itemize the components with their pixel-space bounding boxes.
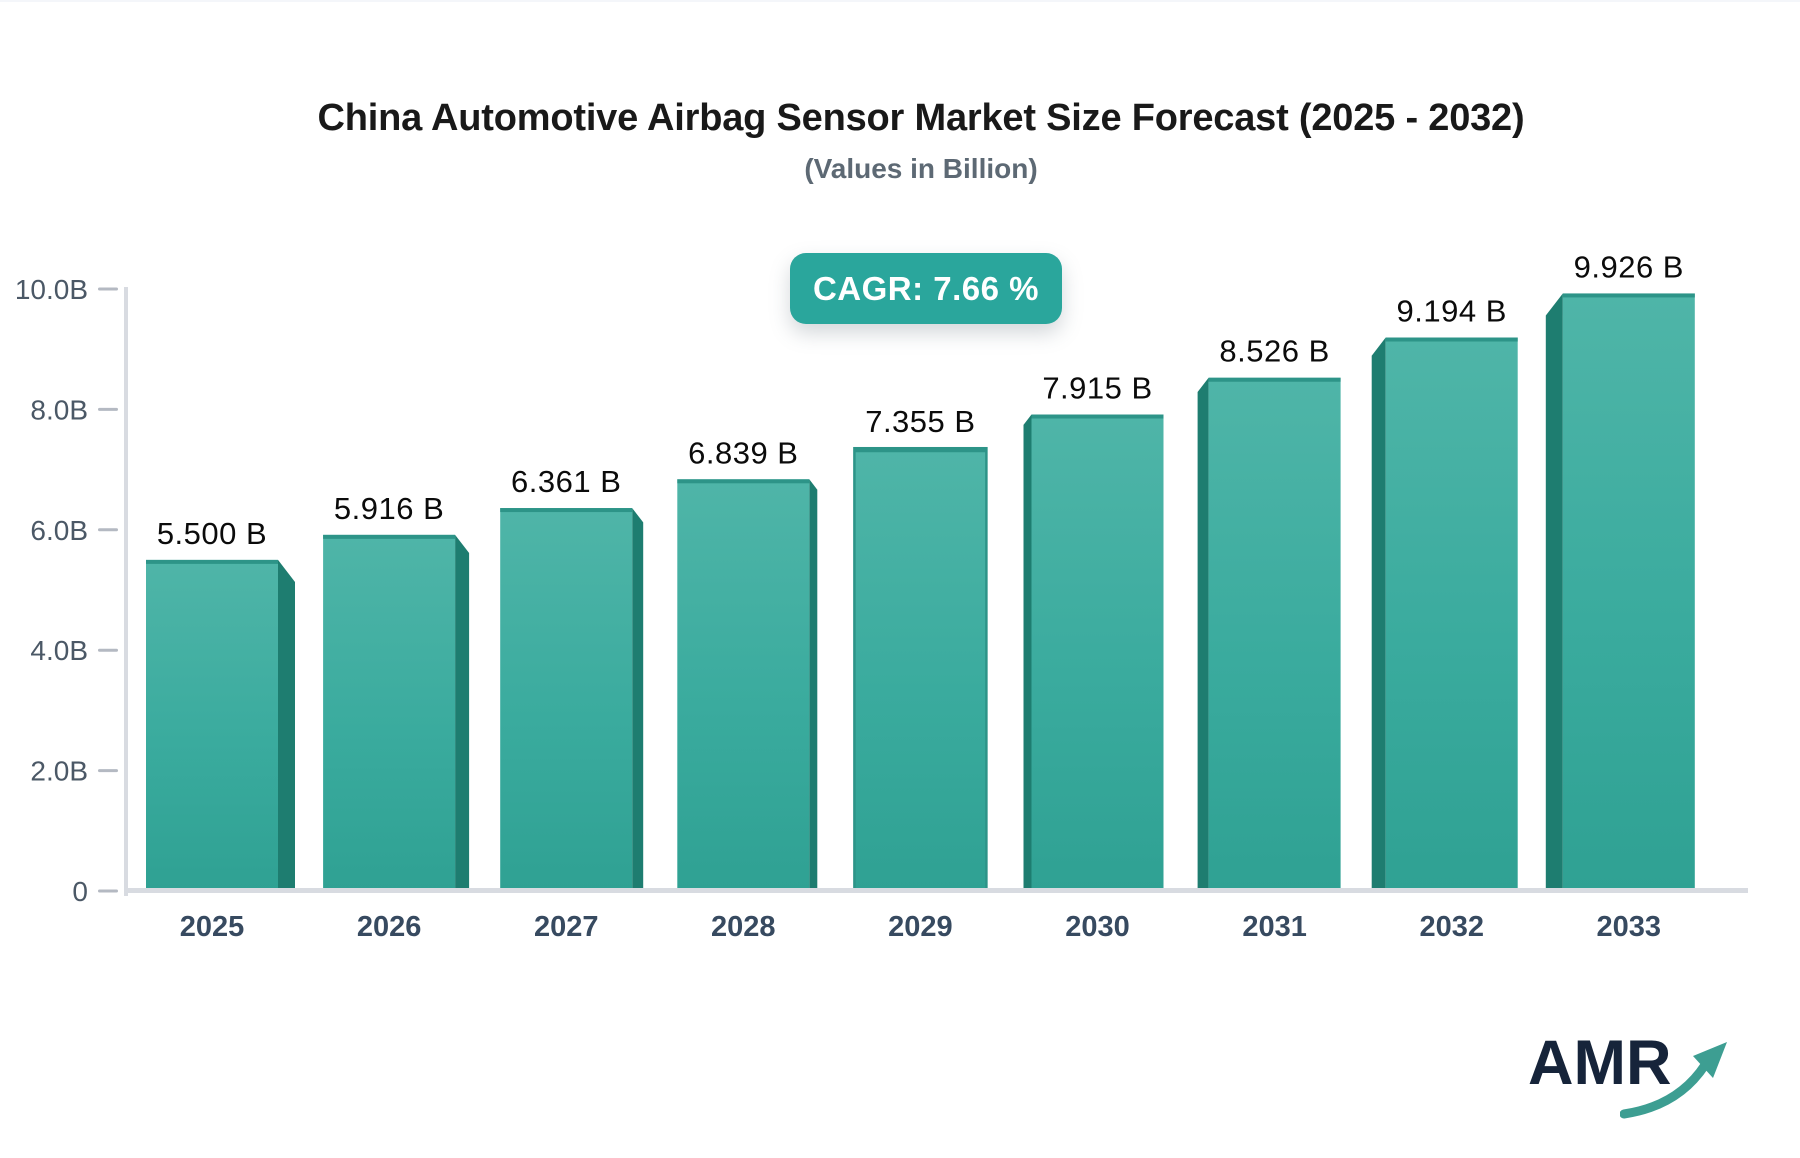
x-axis-label: 2030 xyxy=(1065,911,1130,943)
y-axis-tick xyxy=(98,287,118,291)
bar-top-edge xyxy=(677,479,810,484)
y-axis-tick xyxy=(98,528,118,532)
bar-group xyxy=(146,559,295,891)
bar-top-edge xyxy=(1031,414,1164,419)
x-axis-label: 2029 xyxy=(888,911,953,943)
x-axis-label: 2025 xyxy=(180,911,245,943)
bar-value-label: 8.526 B xyxy=(1219,334,1329,369)
x-axis-label: 2033 xyxy=(1597,911,1662,943)
bar-top-edge xyxy=(323,534,456,539)
x-axis-label: 2031 xyxy=(1242,911,1307,943)
y-axis-label: 6.0B xyxy=(30,515,88,546)
cagr-badge-label: CAGR: 7.66 % xyxy=(812,269,1040,307)
bar-group xyxy=(853,446,988,893)
y-axis-label: 8.0B xyxy=(30,394,88,425)
bar-value-label: 9.926 B xyxy=(1574,249,1684,284)
bar-3d-side xyxy=(632,508,644,891)
bar xyxy=(323,534,456,891)
bar xyxy=(1208,377,1341,891)
bar xyxy=(146,559,278,891)
x-axis-label: 2027 xyxy=(534,911,599,943)
bar-group xyxy=(1371,337,1518,891)
brand-logo: AMR xyxy=(1528,1032,1738,1124)
bar-top-edge xyxy=(146,559,278,564)
bar xyxy=(1562,293,1695,891)
bar-group xyxy=(323,534,470,891)
x-axis-label: 2026 xyxy=(357,911,422,943)
bar xyxy=(1031,414,1164,891)
y-axis-tick xyxy=(98,889,118,893)
bar-value-label: 9.194 B xyxy=(1397,294,1507,329)
y-axis-tick xyxy=(98,769,118,773)
y-axis-label: 4.0B xyxy=(30,635,88,666)
cagr-badge: CAGR: 7.66 % xyxy=(790,253,1062,324)
bar-top-edge xyxy=(500,508,633,513)
bar-group xyxy=(677,479,818,891)
bar-3d-side xyxy=(1197,377,1209,891)
brand-logo-text: AMR xyxy=(1528,1028,1672,1098)
bar-value-label: 5.500 B xyxy=(157,516,267,551)
bar xyxy=(500,508,633,891)
bar-3d-side xyxy=(809,479,818,891)
bar xyxy=(853,446,988,893)
x-axis-label: 2028 xyxy=(711,911,776,943)
bar-top-edge xyxy=(1208,377,1341,382)
chart-subtitle: (Values in Billion) xyxy=(804,152,1038,184)
x-axis-label: 2032 xyxy=(1419,911,1484,943)
bar xyxy=(677,479,810,891)
bar-top-edge xyxy=(1562,293,1695,298)
y-axis-line xyxy=(124,287,128,896)
bar-value-label: 6.361 B xyxy=(511,464,621,499)
bar-3d-side xyxy=(1545,293,1563,891)
bar-group xyxy=(1197,377,1341,891)
bar-group xyxy=(1023,414,1164,891)
bar-value-label: 6.839 B xyxy=(688,435,798,470)
growth-arrow-icon xyxy=(1620,1042,1727,1119)
bar-3d-side xyxy=(455,534,470,891)
bar-group xyxy=(500,508,644,891)
chart-header: China Automotive Airbag Sensor Market Si… xyxy=(42,97,1800,185)
bar-3d-side xyxy=(278,559,295,891)
y-axis-label: 10.0B xyxy=(15,274,88,305)
bar-value-label: 7.355 B xyxy=(865,404,975,439)
bar-group xyxy=(1545,293,1695,891)
y-axis-tick xyxy=(98,407,118,411)
chart-title: China Automotive Airbag Sensor Market Si… xyxy=(317,97,1525,139)
bar-3d-side xyxy=(1371,337,1386,891)
y-axis-label: 2.0B xyxy=(30,756,88,787)
bar-value-label: 7.915 B xyxy=(1042,371,1152,406)
bar-top-edge xyxy=(854,448,987,453)
bar-top-edge xyxy=(1385,337,1518,342)
bar-value-label: 5.916 B xyxy=(334,491,444,526)
bar-3d-side xyxy=(1023,414,1032,891)
bar xyxy=(1385,337,1518,891)
y-axis-tick xyxy=(98,648,118,652)
y-axis-label: 0 xyxy=(72,876,88,907)
x-axis-line xyxy=(124,888,1748,893)
